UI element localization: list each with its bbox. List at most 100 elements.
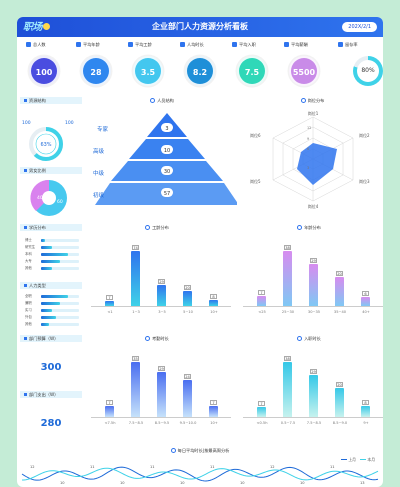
trend-line-3fd2e8 (21, 467, 379, 481)
radar-area (297, 143, 337, 185)
type-fill-1 (41, 301, 60, 305)
edu-fill-3 (41, 259, 60, 263)
section-type: 人力类型 (20, 282, 82, 289)
hire-bar-chart: 7 38 29 20 8 <0.5h 0.5~7.5 7.5~8.5 8.5~9.0 9+ (243, 348, 383, 434)
type-label-0: 全职 (25, 294, 32, 298)
trend-label-6: 11 (210, 465, 215, 469)
edu-label-3: 大专 (25, 259, 32, 263)
seniority-tick-1: 1~3 (132, 310, 140, 314)
hire-bar-4 (361, 405, 370, 417)
overtime-bar-label-3: 24 (184, 373, 191, 379)
ring-left-label: 100 (22, 120, 31, 126)
overtime-tick-3: 9.5~10.0 (179, 421, 197, 425)
edu-fill-2 (41, 252, 68, 256)
seniority-bar-label-4: 8 (210, 294, 217, 300)
overtime-bar-1 (131, 362, 140, 417)
kpi-age: 28 (81, 56, 111, 86)
age-bar-label-2: 29 (310, 258, 317, 264)
kpi-hours: 8.2 (185, 56, 215, 86)
type-track-1 (41, 301, 79, 305)
ring-center (35, 133, 57, 155)
trend-label-5: 10 (180, 481, 185, 485)
age-bar-label-0: 7 (258, 289, 265, 295)
section-seniority: 工龄分布 (87, 224, 227, 231)
hire-bar-label-3: 20 (336, 382, 343, 388)
seniority-bar-chart: 7 74 29 20 8 <1 1~3 3~5 5~10 10+ (91, 237, 231, 323)
pie-right-label: 60 (57, 199, 63, 205)
legend-label-1: 本月 (367, 457, 375, 462)
radar-axis-5: 岗位6 (250, 132, 261, 138)
type-track-3 (41, 315, 79, 319)
type-track-2 (41, 308, 79, 312)
kpi-total: 100 (29, 56, 59, 86)
hire-plot-area: 7 38 29 20 8 (243, 348, 383, 418)
pyramid-value-2: 30 (164, 169, 170, 175)
radar-tick-3: 12 (307, 126, 311, 130)
edu-label-1: 研究生 (25, 245, 36, 249)
age-bar-1 (283, 251, 292, 306)
pyramid-value-1: 10 (164, 148, 170, 154)
section-edu: 学历分布 (20, 224, 82, 231)
seniority-bar-3 (183, 291, 192, 306)
bars-icon (338, 42, 343, 47)
legend-swatch-0 (341, 459, 348, 460)
date-badge[interactable]: 202X/2/1 (342, 22, 377, 32)
type-fill-2 (41, 308, 53, 312)
kpi-retention-value: 80% (357, 60, 379, 82)
money-icon (284, 42, 289, 47)
person-add-icon (232, 42, 237, 47)
pyramid-value-3: 57 (164, 191, 170, 197)
seniority-tick-0: <1 (107, 310, 113, 314)
people-icon (26, 42, 31, 47)
pyramid-label-2: 中级 (93, 169, 105, 177)
radar-tick-2: 9 (307, 137, 309, 141)
overtime-plot-area: 7 35 29 24 7 (91, 348, 231, 418)
overtime-bar-4 (209, 406, 218, 417)
kpi-hire: 7.5 (237, 56, 267, 86)
radar-chart: 岗位1 岗位2 岗位3 岗位4 岗位5 岗位6 3 6 9 12 (250, 110, 370, 209)
overtime-tick-2: 8.5~9.5 (154, 421, 170, 425)
radar-axis-4: 岗位5 (250, 178, 261, 184)
age-plot-area: 7 38 29 20 6 (243, 237, 383, 307)
pyramid-value-0: 3 (165, 126, 168, 132)
overtime-bar-3 (183, 379, 192, 417)
section-gender: 男女比例 (20, 167, 82, 174)
hire-bar-label-2: 29 (310, 369, 317, 375)
type-fill-0 (41, 294, 68, 298)
trend-label-10: 11 (330, 465, 335, 469)
clock-icon (145, 336, 151, 341)
overtime-bar-2 (157, 371, 166, 417)
trend-label-3: 10 (120, 481, 125, 485)
age-bar-label-1: 38 (284, 245, 291, 251)
header-bar: 职场 企业部门人力资源分析看板 202X/2/1 (17, 17, 383, 37)
ring-right-label: 100 (65, 120, 74, 126)
pyramid-pill-1 (161, 145, 173, 154)
bar-chart-icon (76, 42, 81, 47)
kpi-row: 总人数 平均年龄 平均工龄 人均时长 平均入职 平均薪酬 留存率 (20, 41, 380, 51)
age-tick-0: <25 (258, 310, 266, 314)
overtime-bar-label-1: 35 (132, 356, 139, 362)
age-bar-label-4: 6 (362, 291, 369, 297)
type-track-0 (41, 294, 79, 298)
section-budget: 部门预算（W） (20, 335, 82, 342)
age-bar-3 (335, 277, 344, 306)
edu-label-2: 本科 (25, 252, 32, 256)
seniority-tick-3: 5~10 (183, 310, 193, 314)
overtime-bar-0 (105, 406, 114, 417)
section-trend: 每日平均时长|按最高周分析 (20, 447, 380, 454)
overtime-bar-label-2: 29 (158, 365, 165, 371)
legend-swatch-1 (360, 459, 367, 460)
seniority-bar-label-0: 7 (106, 294, 113, 300)
age-bar-label-3: 20 (336, 271, 343, 277)
edu-label-0: 博士 (25, 238, 32, 242)
pie-hole (42, 191, 56, 205)
calendar-icon (297, 225, 303, 230)
kpi-seniority: 3.5 (133, 56, 163, 86)
people-icon (150, 98, 156, 103)
section-overtime: 考勤时长 (87, 335, 227, 342)
hire-bar-0 (257, 406, 266, 417)
person-icon (297, 336, 303, 341)
radar-tick-0: 3 (307, 166, 309, 170)
ring-fill (29, 127, 63, 161)
target-icon (300, 98, 306, 103)
